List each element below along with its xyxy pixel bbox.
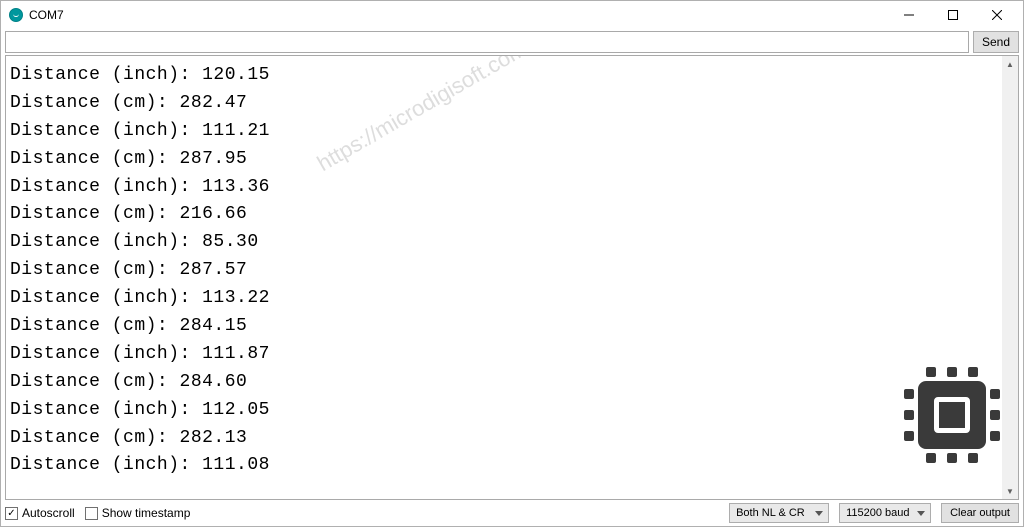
window-controls — [887, 1, 1019, 29]
autoscroll-checkbox[interactable]: ✓ — [5, 507, 18, 520]
vertical-scrollbar[interactable]: ▲ ▼ — [1002, 56, 1018, 499]
timestamp-checkbox-wrap[interactable]: Show timestamp — [85, 506, 191, 520]
output-panel: https://microdigisoft.com - 12:11 pm Dis… — [5, 55, 1019, 500]
maximize-button[interactable] — [931, 1, 975, 29]
statusbar: ✓ Autoscroll Show timestamp Both NL & CR… — [1, 500, 1023, 526]
serial-monitor-window: COM7 Send https://microdigisoft.com - 12… — [0, 0, 1024, 527]
timestamp-label: Show timestamp — [102, 506, 191, 520]
baud-dropdown[interactable]: 115200 baud — [839, 503, 931, 523]
send-button[interactable]: Send — [973, 31, 1019, 53]
timestamp-checkbox[interactable] — [85, 507, 98, 520]
titlebar: COM7 — [1, 1, 1023, 29]
line-ending-dropdown[interactable]: Both NL & CR — [729, 503, 829, 523]
serial-output: Distance (inch): 120.15 Distance (cm): 2… — [6, 56, 1002, 499]
arduino-app-icon — [9, 8, 23, 22]
autoscroll-label: Autoscroll — [22, 506, 75, 520]
line-ending-value: Both NL & CR — [736, 507, 805, 519]
minimize-button[interactable] — [887, 1, 931, 29]
window-title: COM7 — [29, 8, 64, 22]
scroll-up-icon[interactable]: ▲ — [1002, 56, 1018, 72]
clear-output-button[interactable]: Clear output — [941, 503, 1019, 523]
baud-value: 115200 baud — [846, 507, 909, 519]
scroll-down-icon[interactable]: ▼ — [1002, 483, 1018, 499]
close-button[interactable] — [975, 1, 1019, 29]
command-input[interactable] — [5, 31, 969, 53]
autoscroll-checkbox-wrap[interactable]: ✓ Autoscroll — [5, 506, 75, 520]
toolbar: Send — [1, 29, 1023, 55]
